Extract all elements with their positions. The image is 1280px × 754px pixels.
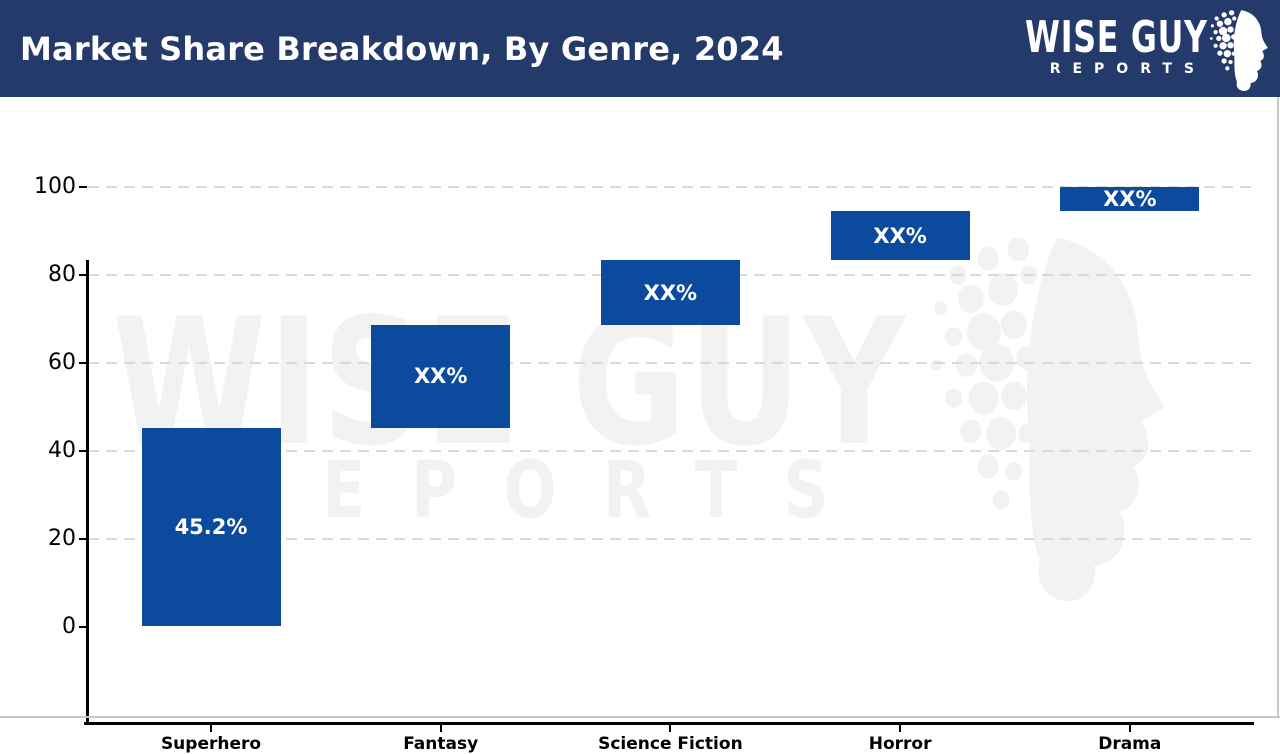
logo-text: WISE GUY REPORTS [954, 12, 1208, 78]
x-tick-mark-5 [1128, 725, 1131, 732]
x-category-label: Superhero [160, 734, 262, 754]
y-tick-mark-40 [79, 449, 87, 452]
y-tick-label-100: 100 [34, 173, 76, 199]
gridline-40 [88, 449, 1253, 452]
plot-area: 0 20 40 60 80 100 45.2% Superhero XX% Fantasy XX% S… [0, 97, 1280, 754]
y-tick-mark-60 [79, 361, 87, 364]
y-tick-mark-80 [79, 273, 87, 276]
bar-horror[interactable]: XX% [830, 211, 970, 261]
chart-title: Market Share Breakdown, By Genre, 2024 [20, 29, 784, 68]
bar-value-label: XX% [413, 364, 468, 389]
x-category-label: Science Fiction [598, 734, 743, 754]
bar-drama[interactable]: XX% [1060, 186, 1200, 212]
bar-science-fiction[interactable]: XX% [600, 260, 740, 326]
bottom-frame-line [0, 716, 1280, 718]
x-category-label: Horror [868, 734, 932, 754]
wise-guy-reports-logo: WISE GUY REPORTS [1012, 4, 1272, 94]
y-tick-label-0: 0 [62, 613, 76, 639]
gridline-20 [88, 537, 1253, 540]
x-tick-mark-1 [210, 725, 212, 732]
bar-fantasy[interactable]: XX% [371, 325, 511, 428]
y-tick-label-80: 80 [48, 261, 76, 287]
y-tick-label-40: 40 [48, 437, 76, 463]
y-tick-mark-20 [79, 537, 87, 540]
logo-subtext: REPORTS [1049, 61, 1206, 77]
header-bar: Market Share Breakdown, By Genre, 2024 W… [0, 0, 1280, 97]
bar-value-label: 45.2% [174, 515, 248, 540]
y-tick-label-60: 60 [48, 349, 76, 375]
y-tick-mark-0 [79, 625, 87, 628]
x-category-label: Drama [1098, 734, 1162, 754]
bar-value-label: XX% [873, 223, 927, 248]
x-category-label: Fantasy [403, 734, 479, 754]
x-tick-mark-2 [439, 725, 442, 732]
x-tick-mark-4 [899, 725, 902, 732]
logo-wordmark: WISE GUY [1025, 12, 1208, 63]
y-tick-label-20: 20 [48, 525, 76, 551]
bar-value-label: XX% [1103, 186, 1157, 211]
y-tick-mark-100 [79, 185, 87, 188]
gridline-100 [88, 185, 1253, 188]
dotted-head-logo-icon [1210, 10, 1268, 91]
y-axis-line [86, 260, 89, 725]
bar-value-label: XX% [643, 280, 698, 305]
right-frame-line [1277, 97, 1279, 718]
bar-superhero[interactable]: 45.2% [141, 427, 281, 627]
gridline-60 [88, 361, 1253, 364]
x-tick-mark-3 [669, 725, 672, 732]
